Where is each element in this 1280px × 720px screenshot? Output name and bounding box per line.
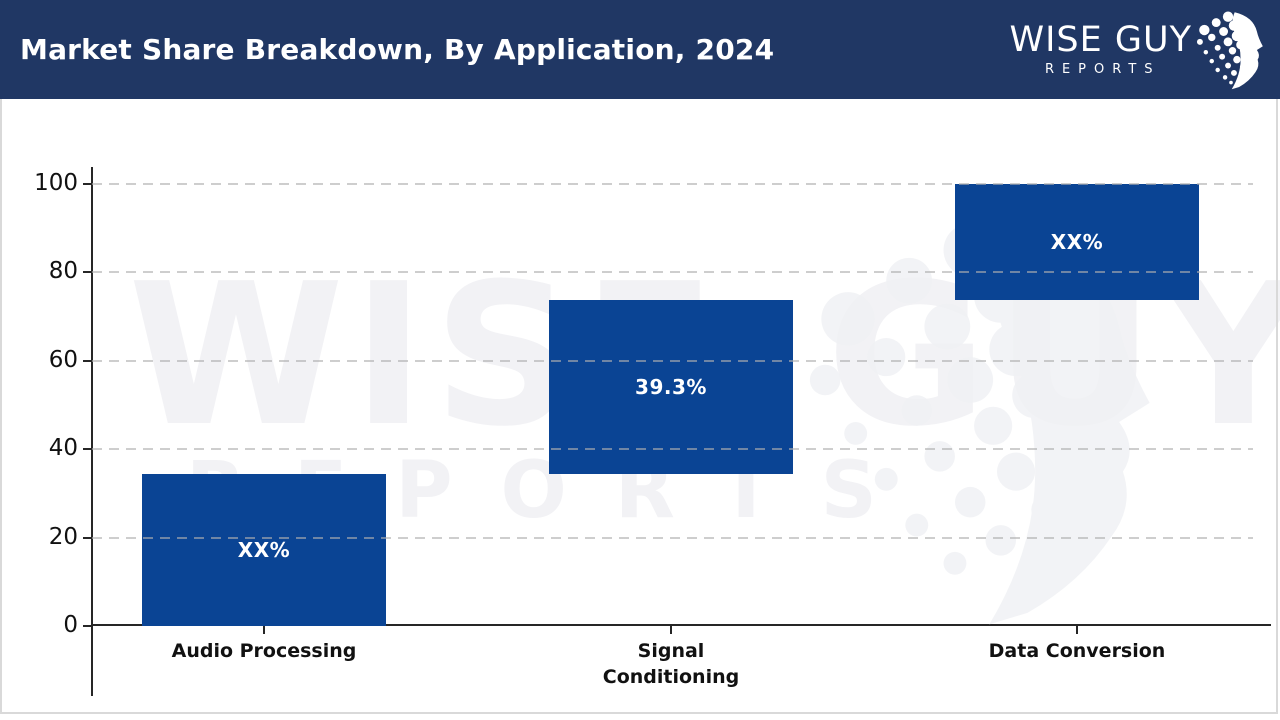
header: Market Share Breakdown, By Application, … <box>0 0 1280 99</box>
page-title: Market Share Breakdown, By Application, … <box>20 33 775 66</box>
gridline-20 <box>92 536 1253 539</box>
logo-wordmark: WISE GUY <box>1009 19 1192 60</box>
bar-value-label: XX% <box>1050 230 1104 255</box>
plot-area: 0 20 40 60 80 100 XX% Audio Processing 39.3% Sign… <box>0 99 1280 717</box>
x-tick-mark <box>670 626 672 634</box>
bar-data-conversion: XX% <box>955 184 1199 301</box>
x-category-label: Audio Processing <box>171 640 357 662</box>
y-tick-label: 60 <box>48 346 78 373</box>
logo-subtitle: REPORTS <box>1044 61 1161 77</box>
y-tick-mark <box>83 536 91 539</box>
bar-value-label: XX% <box>237 537 291 562</box>
logo-text: WISE GUY REPORTS <box>1009 19 1192 77</box>
gridline-60 <box>92 359 1253 362</box>
y-tick-mark <box>83 359 91 362</box>
bar-value-label: 39.3% <box>635 375 707 400</box>
x-tick-mark <box>1076 626 1078 634</box>
bar-signal-conditioning: 39.3% <box>549 300 793 474</box>
y-tick-label: 20 <box>48 523 78 550</box>
y-tick-mark <box>83 625 91 627</box>
y-tick-label: 40 <box>48 435 78 462</box>
gridline-40 <box>92 448 1253 451</box>
gridline-80 <box>92 271 1253 274</box>
y-tick-label: 0 <box>63 612 78 638</box>
y-tick-mark <box>83 271 91 274</box>
y-tick-label: 100 <box>34 170 78 196</box>
y-tick-mark <box>83 448 91 451</box>
x-category-label: Data Conversion <box>988 640 1166 662</box>
gridline-100 <box>92 183 1253 185</box>
x-category-label: Signal Conditioning <box>602 640 740 688</box>
bar-audio-processing: XX% <box>142 473 386 626</box>
y-tick-mark <box>83 183 91 185</box>
logo: WISE GUY REPORTS <box>1009 5 1268 95</box>
x-axis-spine <box>91 624 1271 626</box>
x-tick-mark <box>263 626 265 634</box>
y-tick-label: 80 <box>48 258 78 285</box>
logo-face-icon <box>1196 11 1263 89</box>
y-axis-spine <box>91 167 93 696</box>
